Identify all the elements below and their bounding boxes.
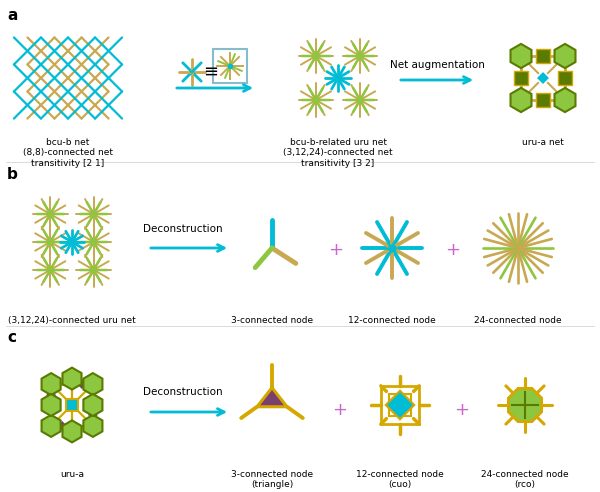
Text: +: + — [445, 241, 461, 259]
Polygon shape — [46, 390, 56, 400]
Text: a: a — [7, 8, 17, 23]
Text: 24-connected node: 24-connected node — [474, 316, 562, 325]
Polygon shape — [66, 399, 78, 411]
Polygon shape — [88, 410, 98, 420]
Text: +: + — [455, 401, 470, 419]
Text: uru-a net: uru-a net — [522, 138, 564, 147]
Text: bcu-b net
(8,8)-connected net
transitivity [2 1]: bcu-b net (8,8)-connected net transitivi… — [23, 138, 113, 168]
Polygon shape — [62, 420, 82, 442]
Text: bcu-b-related uru net
(3,12,24)-connected net
transitivity [3 2]: bcu-b-related uru net (3,12,24)-connecte… — [283, 138, 393, 168]
Text: uru-a: uru-a — [60, 470, 84, 479]
Text: +: + — [332, 401, 347, 419]
Polygon shape — [57, 421, 67, 431]
Text: 12-connected node
(cuo): 12-connected node (cuo) — [356, 470, 444, 490]
Polygon shape — [41, 415, 61, 437]
Polygon shape — [83, 373, 103, 395]
Polygon shape — [41, 394, 61, 416]
Polygon shape — [511, 44, 532, 68]
Polygon shape — [554, 88, 575, 112]
Polygon shape — [536, 71, 550, 85]
Text: Deconstruction: Deconstruction — [143, 224, 223, 234]
Text: Deconstruction: Deconstruction — [143, 387, 223, 397]
Text: +: + — [329, 241, 343, 259]
Text: c: c — [7, 330, 16, 345]
Text: b: b — [7, 167, 18, 182]
Polygon shape — [41, 373, 61, 395]
Polygon shape — [508, 388, 542, 422]
Polygon shape — [83, 394, 103, 416]
Polygon shape — [554, 44, 575, 68]
Polygon shape — [536, 49, 550, 63]
Polygon shape — [83, 415, 103, 437]
Text: 3-connected node
(triangle): 3-connected node (triangle) — [231, 470, 313, 490]
Polygon shape — [386, 391, 414, 419]
Text: 12-connected node: 12-connected node — [348, 316, 436, 325]
Polygon shape — [558, 71, 572, 85]
Text: Net augmentation: Net augmentation — [389, 60, 484, 70]
Polygon shape — [511, 88, 532, 112]
Polygon shape — [77, 379, 87, 389]
Polygon shape — [514, 71, 528, 85]
Polygon shape — [536, 92, 550, 107]
Text: (3,12,24)-connected uru net: (3,12,24)-connected uru net — [8, 316, 136, 325]
Text: 24-connected node
(rco): 24-connected node (rco) — [481, 470, 569, 490]
Text: ≡: ≡ — [203, 63, 218, 81]
Polygon shape — [62, 368, 82, 390]
Text: 3-connected node: 3-connected node — [231, 316, 313, 325]
Polygon shape — [257, 388, 287, 407]
